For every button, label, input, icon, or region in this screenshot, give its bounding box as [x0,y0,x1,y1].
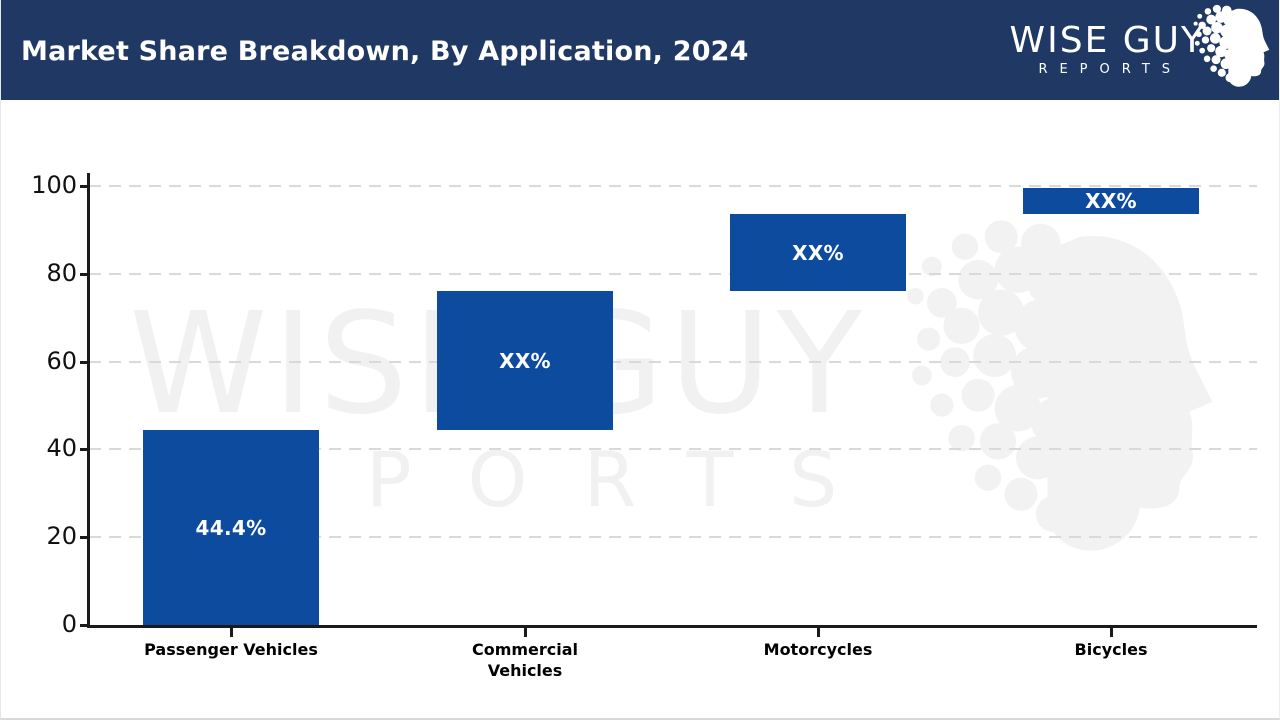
bar-value-label: XX% [499,348,551,373]
page-title: Market Share Breakdown, By Application, … [21,36,749,67]
bar-segment-4: XX% [1023,188,1199,215]
y-tick-80 [80,272,89,276]
brand-logo-text: WISE GUY REPORTS [1010,21,1206,77]
y-tick-label-40: 40 [46,434,77,463]
x-category-label: Commercial Vehicles [471,640,579,680]
x-axis-line [87,625,1257,628]
y-tick-0 [80,624,89,627]
bar-value-label: 44.4% [195,515,267,540]
x-tick-3 [817,628,820,637]
brand-logo: WISE GUY REPORTS [1010,4,1272,94]
y-tick-label-80: 80 [46,258,77,287]
bar-value-label: XX% [792,240,844,265]
y-tick-20 [80,536,89,540]
gridline-100 [89,185,1257,187]
gridline-60 [89,360,1257,363]
bar-segment-1: 44.4% [143,430,319,625]
watermark-head-icon [907,220,1213,551]
x-tick-2 [524,628,527,637]
header-bar: Market Share Breakdown, By Application, … [1,0,1279,100]
y-tick-40 [80,448,89,452]
y-tick-100 [80,185,89,188]
gridline-40 [89,448,1257,451]
x-tick-1 [230,628,233,637]
x-category-label: Bicycles [1074,640,1148,659]
bar-value-label: XX% [1085,189,1137,214]
bar-segment-2: XX% [437,291,613,431]
y-tick-label-0: 0 [61,610,77,638]
y-tick-60 [80,360,89,364]
gridline-20 [89,536,1257,539]
x-category-label: Passenger Vehicles [144,640,318,659]
brand-wordmark: WISE GUY [1009,20,1205,62]
bar-segment-3: XX% [730,214,906,292]
brand-subtext: REPORTS [1038,61,1183,77]
gridline-80 [89,272,1257,275]
x-category-label: Motorcycles [763,640,873,659]
y-axis-line [87,173,90,628]
y-tick-label-100: 100 [31,171,77,199]
y-tick-label-20: 20 [46,522,77,551]
x-tick-4 [1110,628,1113,637]
y-tick-label-60: 60 [46,346,77,375]
